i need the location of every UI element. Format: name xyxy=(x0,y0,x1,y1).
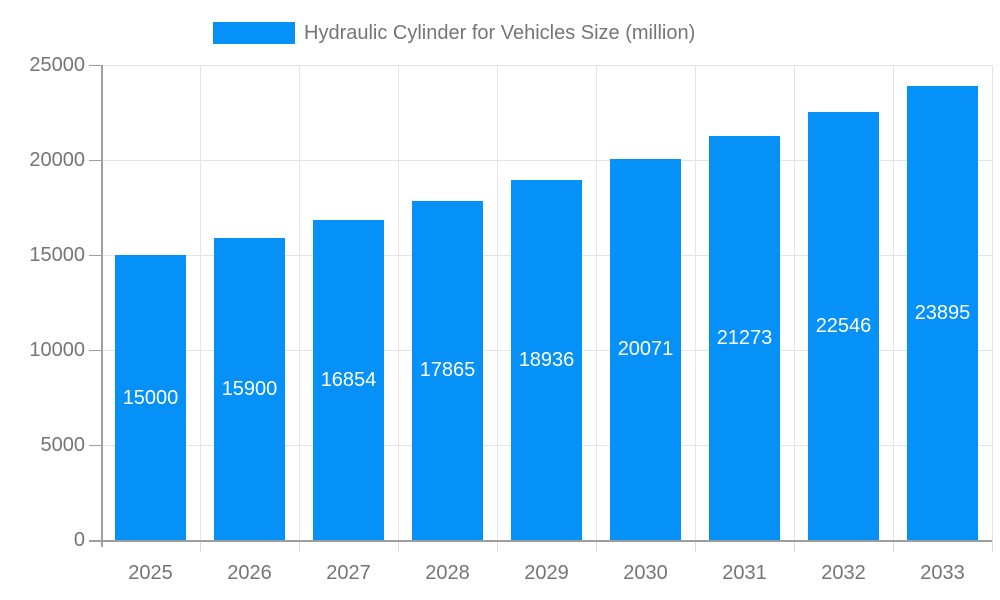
x-tick-label: 2025 xyxy=(128,562,173,584)
x-axis-tick xyxy=(893,540,894,552)
x-axis-tick xyxy=(299,540,300,552)
legend-label[interactable]: Hydraulic Cylinder for Vehicles Size (mi… xyxy=(304,21,696,44)
bar-value-label: 16854 xyxy=(320,368,377,391)
bar-value-label: 20071 xyxy=(617,338,674,361)
bar[interactable] xyxy=(907,85,978,540)
y-axis-line xyxy=(101,65,103,547)
bar[interactable] xyxy=(214,237,285,540)
x-gridline xyxy=(992,65,993,540)
x-tick-label: 2029 xyxy=(524,562,569,584)
bar[interactable] xyxy=(313,219,384,540)
x-axis-tick xyxy=(695,540,696,552)
y-gridline xyxy=(101,160,992,161)
y-gridline xyxy=(101,65,992,66)
bar-value-label: 23895 xyxy=(914,301,971,324)
x-gridline xyxy=(398,65,399,540)
x-axis-tick xyxy=(992,540,993,552)
x-gridline xyxy=(794,65,795,540)
x-gridline xyxy=(695,65,696,540)
y-axis-tick xyxy=(89,350,101,351)
y-tick-label: 0 xyxy=(73,529,85,551)
x-gridline xyxy=(497,65,498,540)
x-tick-label: 2033 xyxy=(920,562,965,584)
x-tick-label: 2027 xyxy=(326,562,371,584)
bar-value-label: 15000 xyxy=(122,386,179,409)
y-tick-label: 20000 xyxy=(29,149,85,171)
legend[interactable]: Hydraulic Cylinder for Vehicles Size (mi… xyxy=(213,22,695,44)
bar-value-label: 18936 xyxy=(518,349,575,372)
y-axis-tick xyxy=(89,65,101,66)
y-axis-tick xyxy=(89,445,101,446)
x-tick-label: 2028 xyxy=(425,562,470,584)
y-tick-label: 10000 xyxy=(29,339,85,361)
x-axis-tick xyxy=(497,540,498,552)
x-tick-label: 2031 xyxy=(722,562,767,584)
bar[interactable] xyxy=(115,255,186,540)
x-gridline xyxy=(893,65,894,540)
bar-value-label: 21273 xyxy=(716,326,773,349)
x-gridline xyxy=(299,65,300,540)
x-axis-tick xyxy=(398,540,399,552)
x-tick-label: 2032 xyxy=(821,562,866,584)
x-axis-tick xyxy=(200,540,201,552)
y-axis-tick xyxy=(89,255,101,256)
legend-swatch[interactable] xyxy=(213,22,295,44)
bar-value-label: 15900 xyxy=(221,377,278,400)
x-axis-tick xyxy=(794,540,795,552)
x-tick-label: 2026 xyxy=(227,562,272,584)
bar-value-label: 17865 xyxy=(419,359,476,382)
bar[interactable] xyxy=(412,200,483,540)
bar[interactable] xyxy=(709,135,780,540)
bar-value-label: 22546 xyxy=(815,314,872,337)
x-gridline xyxy=(596,65,597,540)
bar[interactable] xyxy=(808,111,879,540)
y-axis-tick xyxy=(89,160,101,161)
x-axis-tick xyxy=(596,540,597,552)
x-tick-label: 2030 xyxy=(623,562,668,584)
y-tick-label: 25000 xyxy=(29,54,85,76)
bar[interactable] xyxy=(610,158,681,540)
bar[interactable] xyxy=(511,180,582,540)
y-tick-label: 5000 xyxy=(40,434,86,456)
x-gridline xyxy=(200,65,201,540)
y-tick-label: 15000 xyxy=(29,244,85,266)
x-axis-line xyxy=(89,540,992,542)
